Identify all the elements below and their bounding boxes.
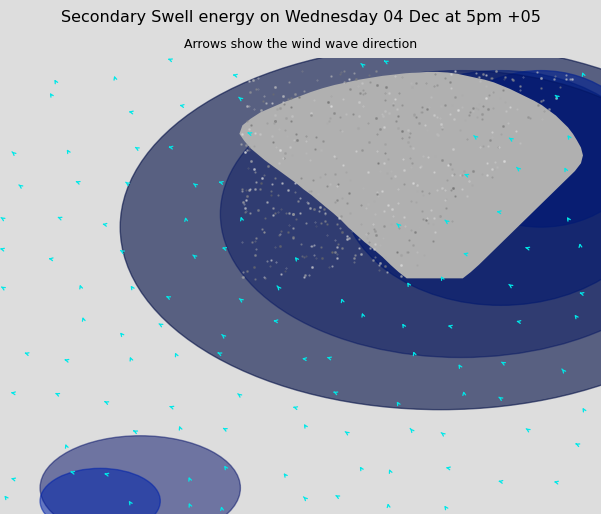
Ellipse shape bbox=[341, 70, 601, 305]
Polygon shape bbox=[239, 72, 583, 279]
Ellipse shape bbox=[40, 468, 160, 514]
Text: Arrows show the wind wave direction: Arrows show the wind wave direction bbox=[184, 39, 417, 51]
Polygon shape bbox=[394, 228, 428, 259]
Ellipse shape bbox=[40, 436, 240, 514]
Ellipse shape bbox=[441, 70, 601, 227]
Text: Secondary Swell energy on Wednesday 04 Dec at 5pm +05: Secondary Swell energy on Wednesday 04 D… bbox=[61, 10, 540, 25]
Ellipse shape bbox=[221, 70, 601, 358]
Ellipse shape bbox=[120, 45, 601, 410]
